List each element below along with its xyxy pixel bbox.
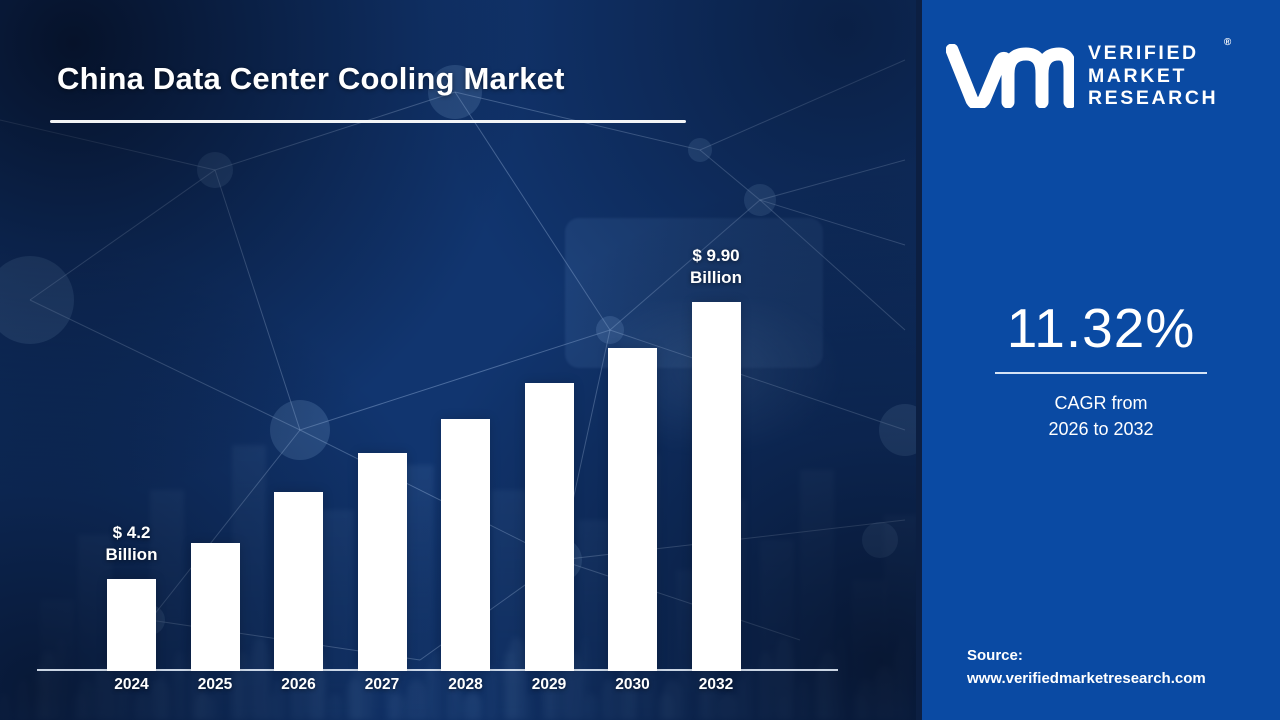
info-panel: VERIFIED MARKET RESEARCH ® 11.32% CAGR f… [922, 0, 1280, 720]
brand-logo[interactable]: VERIFIED MARKET RESEARCH ® [946, 30, 1264, 122]
cagr-caption-line-1: CAGR from [1054, 393, 1148, 413]
cagr-divider [995, 372, 1207, 374]
title-underline [50, 120, 686, 123]
source-url[interactable]: www.verifiedmarketresearch.com [967, 669, 1206, 687]
chart-panel: China Data Center Cooling Market 2024 202… [0, 0, 918, 720]
bar-value-unit: Billion [105, 545, 158, 565]
panel-divider [916, 0, 922, 720]
bar-value-unit: Billion [690, 268, 742, 288]
cagr-value: 11.32% [1006, 297, 1196, 359]
bar-2025 [190, 543, 240, 671]
bar-2026 [274, 492, 323, 671]
bar-2029 [524, 383, 574, 671]
bar-2032 [691, 302, 741, 671]
bar-2024 [107, 579, 156, 671]
x-axis-tick-2028: 2028 [448, 676, 483, 693]
bar-value-amount: $ 9.90 [692, 246, 740, 265]
logo-line-1: VERIFIED [1088, 41, 1199, 64]
x-axis-tick-2027: 2027 [364, 676, 400, 693]
bar-2030 [608, 348, 657, 671]
cagr-caption: CAGR from 2026 to 2032 [922, 391, 1280, 442]
x-axis-tick-2030: 2030 [615, 676, 650, 693]
bar-2028 [441, 419, 490, 671]
source-label: Source: [967, 647, 1023, 664]
x-axis-tick-2026: 2026 [281, 676, 316, 693]
source-block: Source: www.verifiedmarketresearch.com [967, 645, 1280, 690]
bar-value-label-2024: $ 4.2 Billion [57, 522, 207, 567]
x-axis-tick-2025: 2025 [197, 676, 233, 693]
bar-2027 [357, 453, 407, 671]
brand-logo-text: VERIFIED MARKET RESEARCH ® [1088, 37, 1231, 110]
x-axis-tick-2032: 2032 [698, 676, 734, 693]
bar-value-label-2032: $ 9.90 Billion [641, 245, 791, 290]
vmr-monogram-icon [946, 44, 1074, 108]
registered-trademark-icon: ® [1223, 36, 1232, 48]
bar-value-amount: $ 4.2 [112, 523, 151, 542]
logo-line-2: MARKET [1088, 64, 1188, 87]
x-axis-line [37, 669, 838, 671]
page-title: China Data Center Cooling Market [57, 61, 565, 96]
bar-chart: 2024 2025 2026 2027 2028 2029 2030 2032 $ 4.2 Bil… [37, 245, 838, 693]
x-axis-tick-2024: 2024 [114, 676, 149, 693]
cagr-caption-line-2: 2026 to 2032 [1048, 418, 1154, 439]
x-axis-tick-2029: 2029 [531, 676, 567, 693]
logo-line-3: RESEARCH [1088, 87, 1219, 110]
